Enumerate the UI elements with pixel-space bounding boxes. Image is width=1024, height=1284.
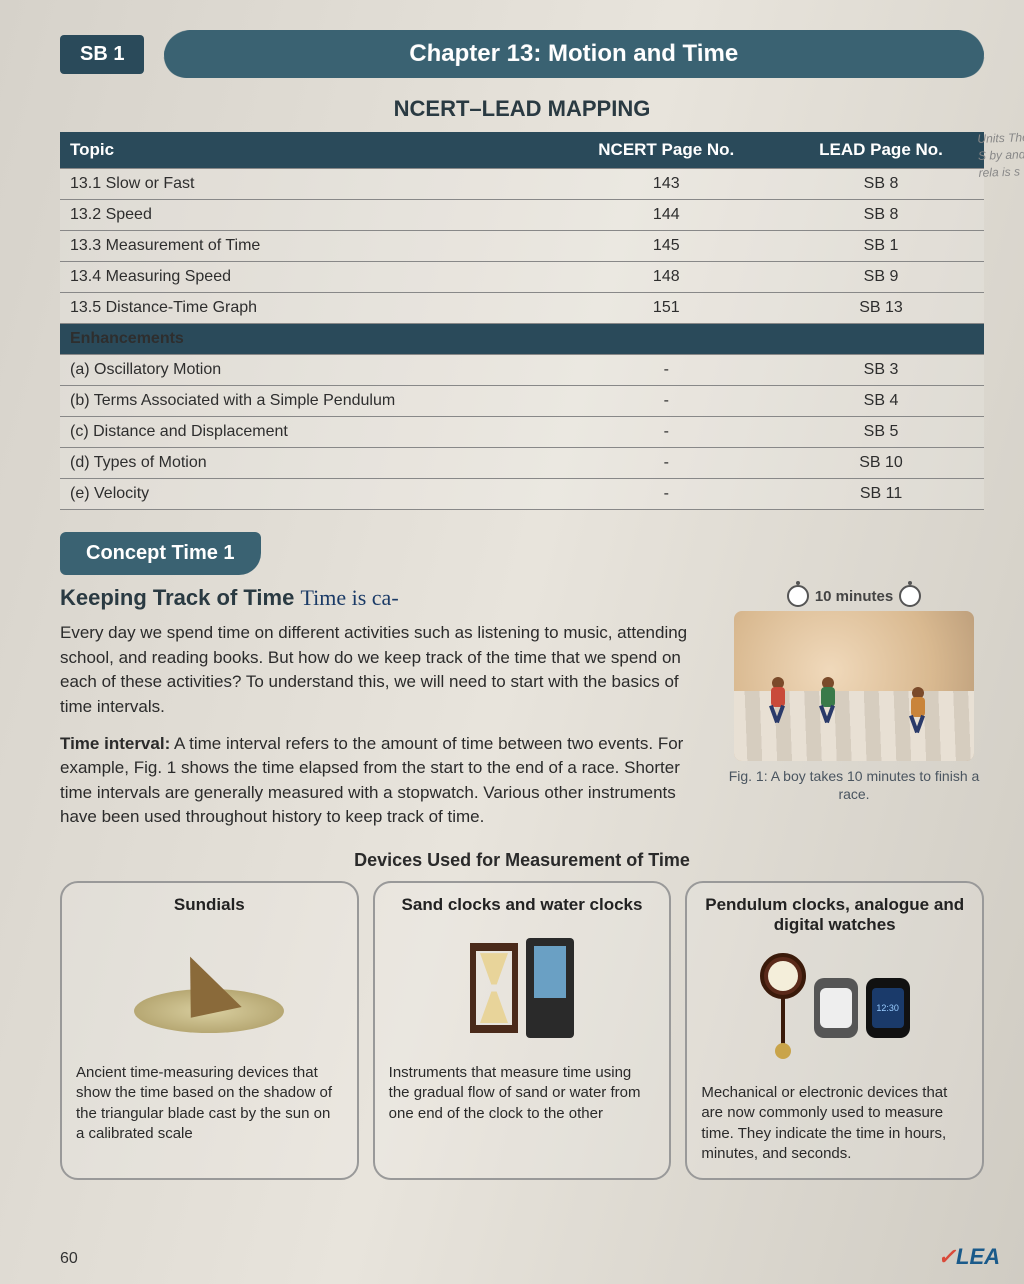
concept-time-badge: Concept Time 1: [60, 532, 261, 575]
chapter-title-banner: Chapter 13: Motion and Time: [163, 30, 986, 78]
topic-cell: (c) Distance and Displacement: [60, 417, 555, 448]
device-name: Sundials: [174, 895, 245, 915]
lead-cell: SB 8: [778, 169, 984, 200]
lead-cell: SB 3: [778, 355, 984, 386]
ten-minutes-row: 10 minutes: [724, 585, 984, 607]
table-row: 13.2 Speed 144 SB 8: [60, 200, 984, 231]
enhancements-header-row: Enhancements: [60, 324, 984, 355]
lead-cell: SB 4: [778, 386, 984, 417]
lead-cell: SB 11: [778, 479, 984, 510]
concept-content-row: Keeping Track of Time Time is ca‑ Every …: [60, 585, 984, 842]
lead-cell: SB 9: [778, 262, 984, 293]
device-card-sandclocks: Sand clocks and water clocks Instruments…: [373, 881, 672, 1180]
lead-cell: SB 8: [778, 200, 984, 231]
table-row: 13.5 Distance-Time Graph 151 SB 13: [60, 293, 984, 324]
ten-minutes-label: 10 minutes: [815, 588, 893, 605]
table-row: (b) Terms Associated with a Simple Pendu…: [60, 386, 984, 417]
col-ncert: NCERT Page No.: [555, 132, 779, 169]
topic-cell: (d) Types of Motion: [60, 448, 555, 479]
textbook-page: SB 1 Chapter 13: Motion and Time NCERT–L…: [0, 0, 1024, 1284]
devices-row: Sundials Ancient time-measuring devices …: [60, 881, 984, 1180]
device-card-watches: Pendulum clocks, analogue and digital wa…: [685, 881, 984, 1180]
topic-cell: 13.5 Distance-Time Graph: [60, 293, 555, 324]
race-illustration: [734, 611, 974, 761]
figure-1: 10 minutes Fig. 1: A boy takes 10 minute…: [724, 585, 984, 842]
ncert-cell: -: [555, 417, 779, 448]
brand-check-icon: ✓: [938, 1244, 956, 1269]
brand-text: LEA: [956, 1244, 1000, 1269]
ncert-cell: 145: [555, 231, 779, 262]
heading-text: Keeping Track of Time: [60, 585, 294, 610]
device-desc: Mechanical or electronic devices that ar…: [701, 1083, 968, 1164]
concept-para-1: Every day we spend time on different act…: [60, 621, 704, 720]
concept-heading: Keeping Track of Time Time is ca‑: [60, 585, 704, 611]
figure-caption: Fig. 1: A boy takes 10 minutes to finish…: [724, 767, 984, 803]
devices-heading: Devices Used for Measurement of Time: [60, 850, 984, 871]
ncert-lead-table: Topic NCERT Page No. LEAD Page No. 13.1 …: [60, 132, 984, 510]
lead-cell: SB 10: [778, 448, 984, 479]
ncert-cell: -: [555, 386, 779, 417]
table-row: 13.1 Slow or Fast 143 SB 8: [60, 169, 984, 200]
device-card-sundials: Sundials Ancient time-measuring devices …: [60, 881, 359, 1180]
table-row: 13.3 Measurement of Time 145 SB 1: [60, 231, 984, 262]
col-lead: LEAD Page No.: [778, 132, 984, 169]
device-desc: Ancient time-measuring devices that show…: [76, 1063, 343, 1144]
lead-cell: SB 1: [778, 231, 984, 262]
device-name: Pendulum clocks, analogue and digital wa…: [701, 895, 968, 935]
time-interval-label: Time interval:: [60, 734, 170, 753]
col-topic: Topic: [60, 132, 555, 169]
handwritten-annotation: Time is ca‑: [300, 585, 398, 610]
table-row: 13.4 Measuring Speed 148 SB 9: [60, 262, 984, 293]
mapping-title: NCERT–LEAD MAPPING: [60, 96, 984, 122]
lead-cell: SB 5: [778, 417, 984, 448]
concept-para-2: Time interval: A time interval refers to…: [60, 732, 704, 831]
table-row: (e) Velocity - SB 11: [60, 479, 984, 510]
sundial-illustration: [76, 923, 343, 1053]
concept-text-col: Keeping Track of Time Time is ca‑ Every …: [60, 585, 704, 842]
table-row: (a) Oscillatory Motion - SB 3: [60, 355, 984, 386]
page-header: SB 1 Chapter 13: Motion and Time: [60, 30, 984, 78]
lead-cell: SB 13: [778, 293, 984, 324]
topic-cell: (a) Oscillatory Motion: [60, 355, 555, 386]
topic-cell: (e) Velocity: [60, 479, 555, 510]
ncert-cell: 148: [555, 262, 779, 293]
sb-badge: SB 1: [60, 35, 144, 74]
ncert-cell: 143: [555, 169, 779, 200]
ncert-cell: -: [555, 479, 779, 510]
device-desc: Instruments that measure time using the …: [389, 1063, 656, 1124]
page-number: 60: [60, 1250, 78, 1268]
sandclock-illustration: [389, 923, 656, 1053]
topic-cell: 13.2 Speed: [60, 200, 555, 231]
table-header-row: Topic NCERT Page No. LEAD Page No.: [60, 132, 984, 169]
topic-cell: (b) Terms Associated with a Simple Pendu…: [60, 386, 555, 417]
table-row: (d) Types of Motion - SB 10: [60, 448, 984, 479]
table-row: (c) Distance and Displacement - SB 5: [60, 417, 984, 448]
topic-cell: 13.4 Measuring Speed: [60, 262, 555, 293]
ncert-cell: 144: [555, 200, 779, 231]
ncert-cell: 151: [555, 293, 779, 324]
stopwatch-icon: [899, 585, 921, 607]
enhancements-label: Enhancements: [60, 324, 984, 355]
adjacent-page-text: Units The S by and rela is s: [977, 129, 1024, 181]
stopwatch-icon: [787, 585, 809, 607]
ncert-cell: -: [555, 355, 779, 386]
topic-cell: 13.1 Slow or Fast: [60, 169, 555, 200]
brand-logo: ✓LEA: [938, 1244, 1000, 1270]
topic-cell: 13.3 Measurement of Time: [60, 231, 555, 262]
ncert-cell: -: [555, 448, 779, 479]
watches-illustration: 12:30: [701, 943, 968, 1073]
device-name: Sand clocks and water clocks: [402, 895, 643, 915]
